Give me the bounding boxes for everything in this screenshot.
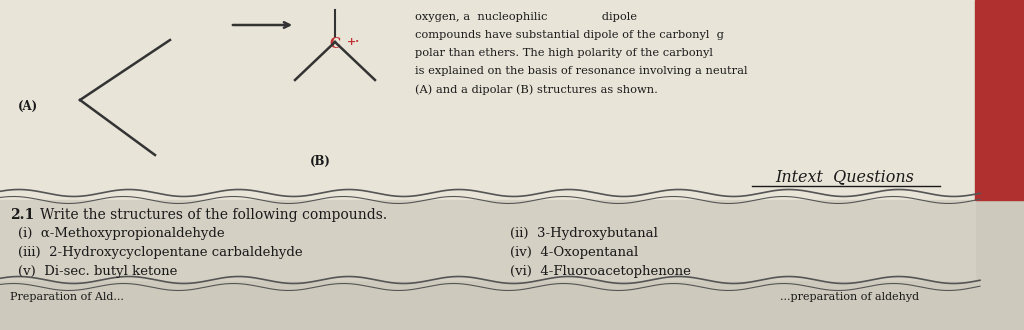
Text: Preparation of Ald...: Preparation of Ald... [10,292,124,302]
Text: +·: +· [347,36,360,47]
Text: oxygen, a  nucleophilic               dipole: oxygen, a nucleophilic dipole [415,12,637,22]
Bar [0,200,975,280]
Text: (A): (A) [18,100,38,113]
Text: compounds have substantial dipole of the carbonyl  g: compounds have substantial dipole of the… [415,30,724,40]
Text: (iii)  2-Hydroxycyclopentane carbaldehyde: (iii) 2-Hydroxycyclopentane carbaldehyde [18,246,303,259]
Text: (ii)  3-Hydroxybutanal: (ii) 3-Hydroxybutanal [510,227,657,240]
Text: (v)  Di-sec. butyl ketone: (v) Di-sec. butyl ketone [18,265,177,278]
Text: Intext  Questions: Intext Questions [775,168,914,185]
Bar [975,0,1024,200]
Text: (vi)  4-Fluoroacetophenone: (vi) 4-Fluoroacetophenone [510,265,691,278]
Text: (B): (B) [310,155,331,168]
Text: C: C [330,37,341,51]
Text: (A) and a dipolar (B) structures as shown.: (A) and a dipolar (B) structures as show… [415,84,657,95]
Text: Write the structures of the following compounds.: Write the structures of the following co… [40,208,387,222]
Text: 2.1: 2.1 [10,208,34,222]
Text: polar than ethers. The high polarity of the carbonyl: polar than ethers. The high polarity of … [415,48,713,58]
Bar [0,0,975,200]
Text: (i)  α-Methoxypropionaldehyde: (i) α-Methoxypropionaldehyde [18,227,224,240]
Text: ...preparation of aldehyd: ...preparation of aldehyd [780,292,920,302]
Text: is explained on the basis of resonance involving a neutral: is explained on the basis of resonance i… [415,66,748,76]
Text: (iv)  4-Oxopentanal: (iv) 4-Oxopentanal [510,246,638,259]
